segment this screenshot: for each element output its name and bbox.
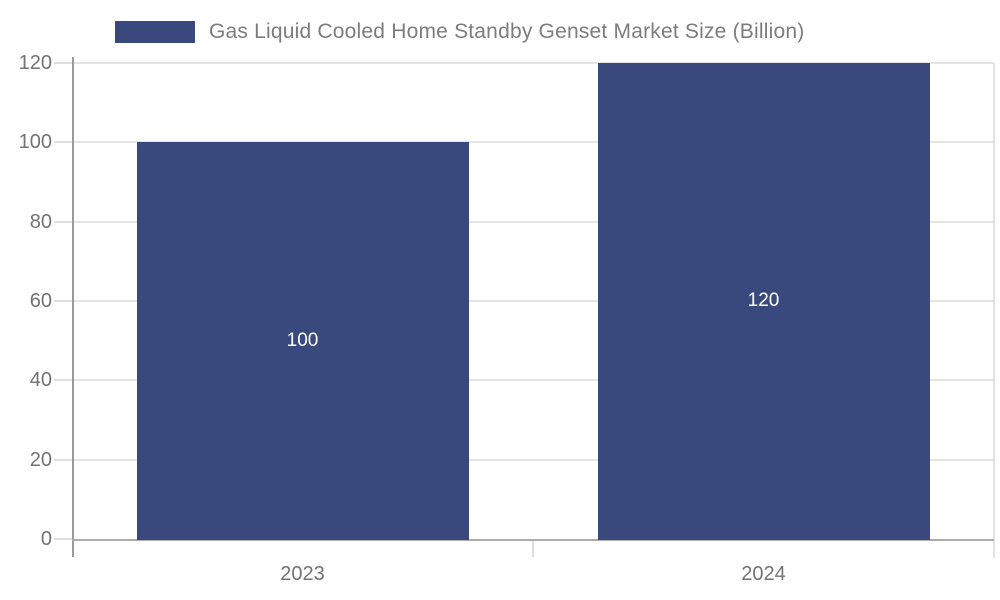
legend-swatch — [115, 21, 195, 43]
y-axis-tick-40 — [54, 379, 72, 382]
y-axis-tick-0 — [54, 538, 72, 540]
y-axis-label-100: 100 — [18, 131, 52, 154]
y-axis-tick-60 — [54, 300, 72, 302]
y-axis-label-120: 120 — [18, 52, 52, 74]
bar-value-label-2024: 120 — [747, 290, 780, 311]
bar-2024[interactable] — [597, 63, 930, 540]
legend-label: Gas Liquid Cooled Home Standby Genset Ma… — [209, 20, 805, 43]
y-axis-label-60: 60 — [29, 290, 52, 312]
gridline-y120 — [72, 62, 994, 64]
gridline-y60 — [72, 300, 994, 302]
plot-right-border — [993, 63, 995, 558]
y-axis-line — [72, 57, 74, 557]
gridline-y80 — [72, 220, 994, 223]
bar-value-label-2023: 100 — [286, 329, 319, 351]
gridline-y40 — [72, 379, 994, 382]
x-axis-boundary-tick — [532, 540, 534, 557]
x-axis-label-2023: 2023 — [280, 563, 325, 585]
y-axis-tick-120 — [54, 62, 72, 64]
gridline-y100 — [72, 141, 994, 144]
y-axis-tick-20 — [54, 458, 72, 461]
y-axis-label-20: 20 — [29, 448, 52, 471]
y-axis-label-80: 80 — [29, 210, 52, 233]
x-axis-label-2024: 2024 — [741, 563, 786, 585]
y-axis-tick-100 — [54, 141, 72, 144]
y-axis-label-40: 40 — [29, 369, 52, 392]
gridline-y20 — [72, 458, 994, 461]
x-axis-line — [72, 539, 994, 541]
y-axis-tick-80 — [54, 220, 72, 223]
y-axis-label-0: 0 — [40, 528, 52, 550]
bar-2023[interactable] — [136, 142, 469, 540]
legend-item[interactable]: Gas Liquid Cooled Home Standby Genset Ma… — [115, 20, 804, 44]
